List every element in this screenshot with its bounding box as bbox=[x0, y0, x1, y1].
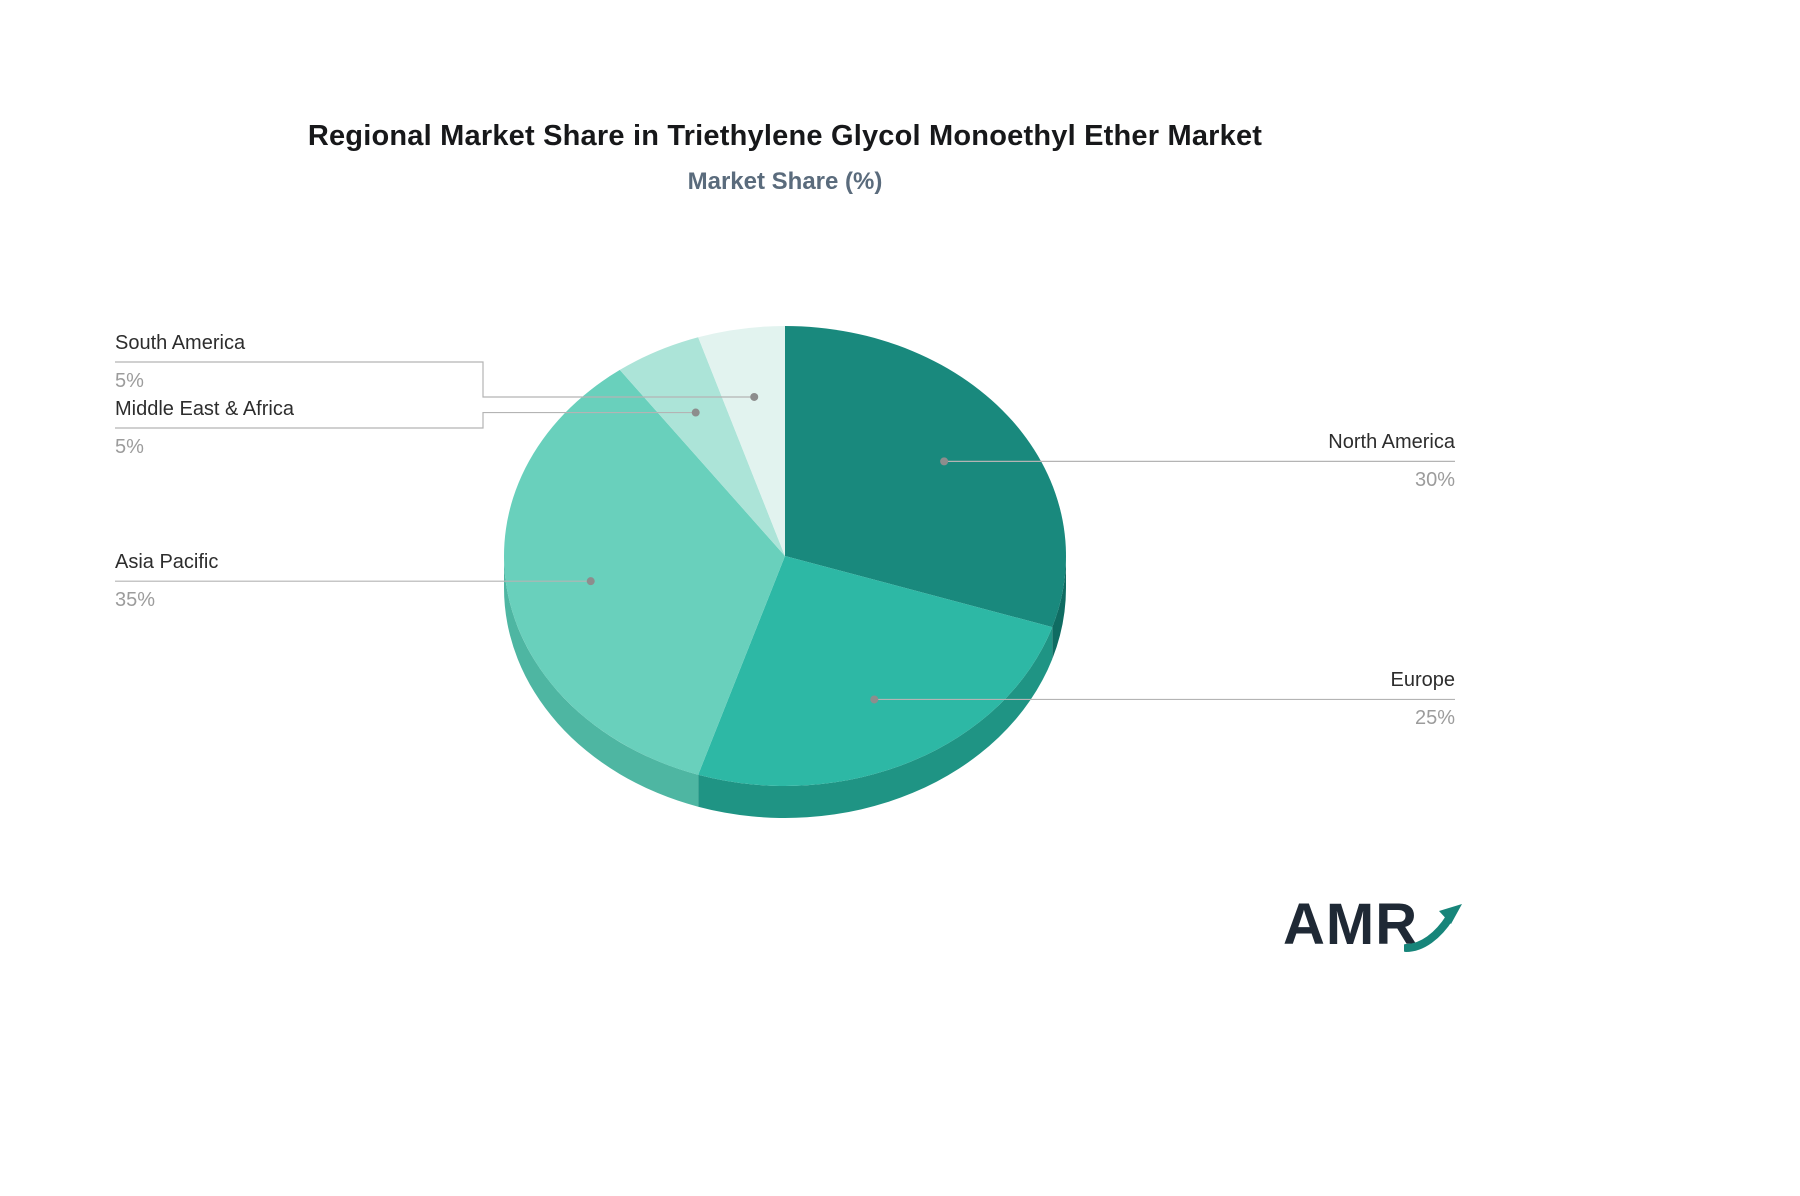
slice-value: 5% bbox=[115, 370, 144, 392]
slice-label: North America bbox=[1328, 431, 1455, 453]
chart-title: Regional Market Share in Triethylene Gly… bbox=[307, 120, 1263, 152]
slice-label: Asia Pacific bbox=[115, 551, 219, 573]
callout-dot bbox=[870, 695, 879, 704]
slice-value: 35% bbox=[115, 589, 156, 611]
pie-slice-side bbox=[504, 556, 699, 807]
pie-slice[interactable] bbox=[698, 556, 1053, 786]
pie-depth-layer bbox=[504, 556, 1066, 818]
slice-label: Europe bbox=[1390, 669, 1456, 691]
slice-value: 5% bbox=[115, 436, 144, 458]
callout-middle-east-africa: Middle East & Africa 5% bbox=[115, 398, 294, 459]
callout-dot bbox=[750, 392, 759, 401]
pie-slice-side bbox=[1052, 556, 1066, 660]
callout-line bbox=[115, 411, 696, 429]
callout-dot bbox=[691, 408, 700, 417]
pie-slice[interactable] bbox=[698, 326, 785, 556]
pie-slice[interactable] bbox=[504, 369, 785, 775]
slice-label: Middle East & Africa bbox=[115, 398, 294, 420]
callout-europe: Europe 25% bbox=[1391, 669, 1456, 730]
callout-layer bbox=[115, 361, 1455, 704]
logo-text: AMR bbox=[1283, 892, 1419, 957]
callout-line bbox=[115, 361, 755, 398]
callout-dot bbox=[586, 577, 595, 586]
callout-dot bbox=[940, 457, 949, 466]
callout-asia-pacific: Asia Pacific 35% bbox=[115, 551, 218, 612]
pie-slice-side bbox=[698, 627, 1053, 818]
slice-value: 25% bbox=[1414, 707, 1455, 729]
pie-slice[interactable] bbox=[785, 325, 1066, 628]
amr-logo: AMR bbox=[1283, 894, 1464, 958]
slice-value: 30% bbox=[1414, 469, 1455, 491]
callout-south-america: South America 5% bbox=[115, 332, 245, 393]
chart-subtitle: Market Share (%) bbox=[687, 168, 883, 195]
callout-north-america: North America 30% bbox=[1328, 431, 1455, 492]
logo-arrow-icon bbox=[1404, 904, 1463, 952]
slice-label: South America bbox=[115, 332, 246, 354]
pie-top-layer bbox=[504, 325, 1066, 786]
pie-slice[interactable] bbox=[619, 337, 785, 556]
